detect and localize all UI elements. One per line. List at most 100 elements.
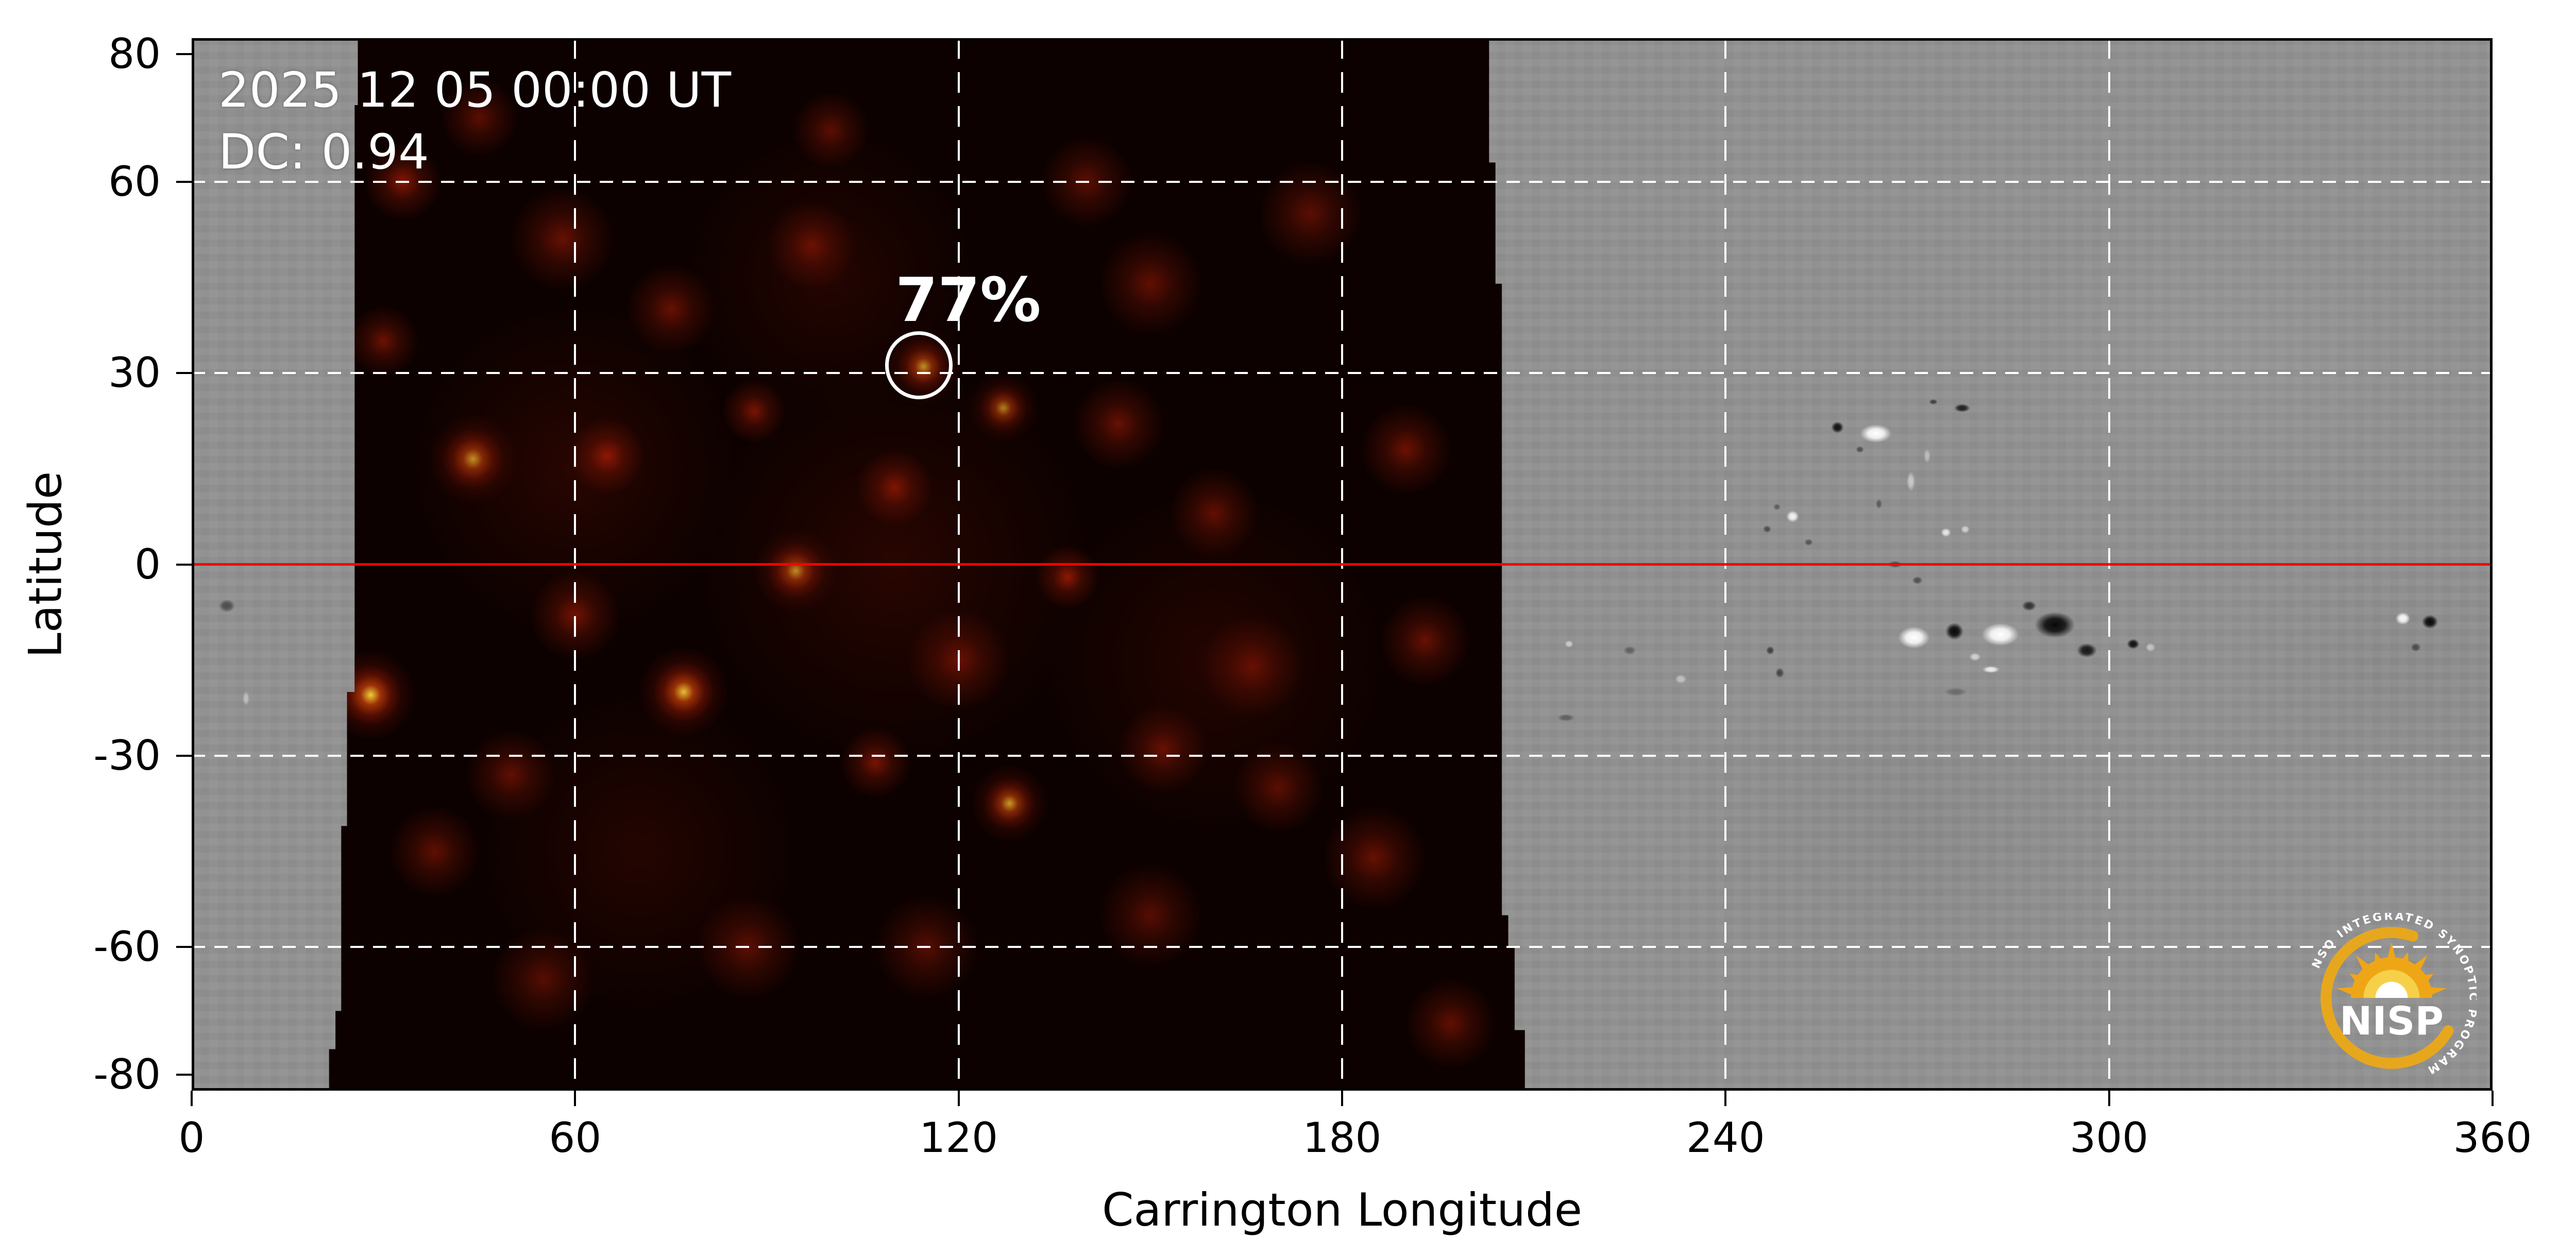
farside-activity-blob xyxy=(440,79,518,157)
x-tick-mark-180 xyxy=(1341,1091,1343,1106)
active-region-negative xyxy=(1943,687,1969,697)
probability-label: 77% xyxy=(895,264,1041,335)
active-region-positive xyxy=(1858,423,1893,444)
nisp-ring-arc xyxy=(2320,927,2454,1070)
sun-core-icon xyxy=(2375,982,2408,998)
active-region-positive xyxy=(1785,510,1800,523)
active-region-positive xyxy=(1564,640,1574,649)
active-region-negative xyxy=(1875,498,1883,510)
y-tick-label--60: -60 xyxy=(93,923,161,971)
active-region-positive xyxy=(1981,666,2001,674)
farside-activity-blob xyxy=(1201,615,1304,718)
active-region-positive xyxy=(1674,674,1687,685)
x-tick-label-300: 300 xyxy=(2070,1114,2149,1162)
farside-activity-blob xyxy=(1259,162,1362,265)
farside-activity-blob xyxy=(968,372,1039,444)
active-region-positive xyxy=(1896,625,1932,650)
equator-line xyxy=(192,563,2493,566)
farside-activity-blob xyxy=(1406,979,1496,1069)
active-region-negative xyxy=(217,599,236,613)
farside-activity-blob xyxy=(1118,704,1208,794)
farside-activity-blob xyxy=(389,806,480,896)
nisp-wordmark: NISP xyxy=(2340,998,2444,1044)
active-region-negative xyxy=(2021,600,2038,612)
farside-activity-blob xyxy=(1035,545,1099,609)
farside-activity-blob xyxy=(485,698,793,1005)
x-tick-label-120: 120 xyxy=(919,1114,998,1162)
active-region-negative xyxy=(1772,503,1781,511)
active-region-negative xyxy=(1928,398,1938,405)
datetime-text: 2025 12 05 00:00 UT xyxy=(218,62,732,118)
y-tick-mark--80 xyxy=(176,1074,192,1076)
x-tick-label-60: 60 xyxy=(549,1114,602,1162)
y-tick-label-30: 30 xyxy=(108,349,161,397)
farside-activity-blob xyxy=(1099,232,1202,335)
x-tick-label-180: 180 xyxy=(1302,1114,1382,1162)
probability-circle-marker xyxy=(885,331,953,399)
farside-activity-blob xyxy=(428,414,518,504)
active-region-positive xyxy=(2145,642,2157,652)
farside-activity-blob xyxy=(626,264,716,354)
active-region-negative xyxy=(1944,621,1965,641)
farside-activity-blob xyxy=(792,92,869,169)
x-axis-title: Carrington Longitude xyxy=(1101,1183,1583,1236)
active-region-negative xyxy=(1804,538,1814,546)
farside-activity-blob xyxy=(722,379,786,444)
active-region-negative xyxy=(1622,646,1637,655)
active-region-negative xyxy=(2075,642,2098,659)
y-tick-label-80: 80 xyxy=(108,29,161,78)
y-tick-mark-0 xyxy=(176,563,192,566)
active-region-negative xyxy=(1762,525,1772,534)
farside-activity-blob xyxy=(1380,596,1470,686)
farside-activity-blob xyxy=(1073,379,1163,469)
y-tick-mark-60 xyxy=(176,180,192,183)
gridline-lat-30 xyxy=(192,372,2493,375)
active-region-positive xyxy=(2395,612,2412,626)
active-region-positive xyxy=(1960,524,1971,534)
active-region-negative xyxy=(2126,638,2141,650)
gridline-lat--60 xyxy=(192,946,2493,948)
farside-activity-blob xyxy=(754,529,837,613)
y-tick-mark-80 xyxy=(176,53,192,55)
y-tick-label-0: 0 xyxy=(134,540,161,588)
x-tick-mark-240 xyxy=(1724,1091,1727,1106)
active-region-positive xyxy=(1906,470,1916,493)
farside-activity-blob xyxy=(568,417,646,495)
x-tick-mark-360 xyxy=(2492,1091,2494,1106)
x-tick-mark-0 xyxy=(191,1091,193,1106)
y-tick-mark--30 xyxy=(176,754,192,757)
active-region-negative xyxy=(1830,420,1845,434)
farside-activity-blob xyxy=(1233,743,1323,833)
y-tick-mark--60 xyxy=(176,946,192,948)
farside-activity-blob xyxy=(466,730,556,820)
sun-flame-spikes-icon xyxy=(2336,942,2447,996)
farside-activity-blob xyxy=(840,727,911,798)
x-tick-mark-300 xyxy=(2108,1091,2110,1106)
map-plot-area: 2025 12 05 00:00 UT DC: 0.94 77% NSO INT… xyxy=(192,38,2493,1091)
active-region-negative xyxy=(1911,575,1923,585)
active-region-positive xyxy=(242,690,250,706)
farside-activity-blob xyxy=(856,449,934,527)
y-tick-label--80: -80 xyxy=(93,1050,161,1099)
y-tick-label-60: 60 xyxy=(108,157,161,206)
x-tick-mark-120 xyxy=(957,1091,960,1106)
farside-activity-blob xyxy=(1170,468,1259,558)
farside-activity-blob xyxy=(1323,806,1426,909)
active-region-negative xyxy=(2410,642,2422,652)
date-annotation: 2025 12 05 00:00 UT DC: 0.94 xyxy=(218,60,731,183)
farside-activity-blob xyxy=(1048,494,1381,826)
active-region-negative xyxy=(2421,614,2439,630)
farside-activity-blob xyxy=(1361,404,1451,495)
farside-activity-blob xyxy=(511,188,614,291)
active-region-negative xyxy=(1765,646,1775,655)
active-region-negative xyxy=(2032,610,2077,639)
farside-activity-blob xyxy=(348,306,419,377)
y-tick-mark-30 xyxy=(176,372,192,375)
active-region-positive xyxy=(1979,621,2022,648)
y-tick-label--30: -30 xyxy=(93,731,161,779)
gridline-lat--30 xyxy=(192,754,2493,757)
x-tick-label-360: 360 xyxy=(2453,1114,2532,1162)
active-region-positive xyxy=(1940,528,1952,537)
